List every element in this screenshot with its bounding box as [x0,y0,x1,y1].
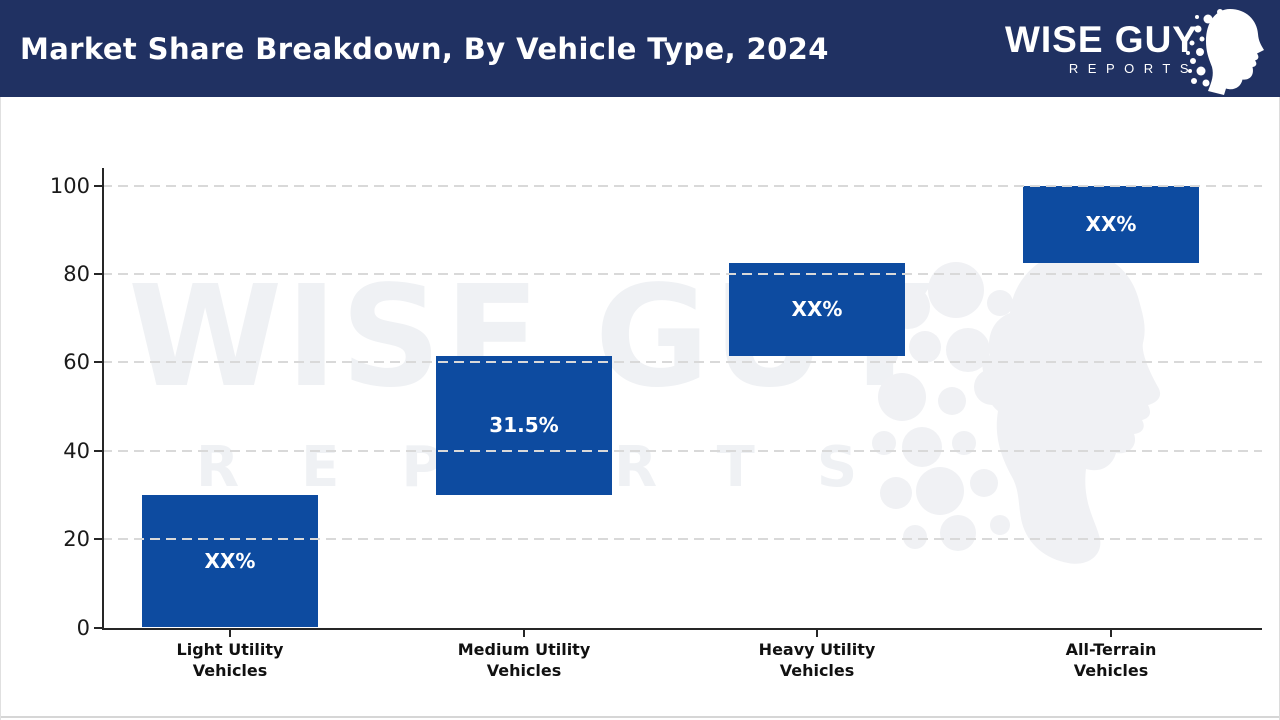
bar-light-utility-vehicles [142,494,318,628]
logo-head-icon [1186,8,1264,95]
page-title: Market Share Breakdown, By Vehicle Type,… [20,31,829,66]
y-tick-mark-20 [94,538,102,541]
gridline-60 [102,361,1262,364]
y-tick-mark-100 [94,184,102,187]
y-tick-label-20: 20 [63,527,90,552]
x-tick-mark-light-utility-vehicles [229,628,231,637]
y-tick-label-40: 40 [63,438,90,463]
gridline-40 [102,449,1262,452]
x-tick-mark-all-terrain-vehicles [1110,628,1112,637]
logo-subtitle: REPORTS [1068,61,1198,76]
gridline-20 [102,538,1262,541]
bar-value-label-light-utility-vehicles: XX% [204,549,256,574]
y-tick-mark-60 [94,361,102,364]
gridline-80 [102,273,1262,276]
bar-heavy-utility-vehicles [729,263,905,356]
watermark-head-graphic [872,251,1161,564]
x-tick-mark-heavy-utility-vehicles [816,628,818,637]
x-axis-line [102,627,1262,630]
gridline-100 [102,184,1262,187]
category-label-light-utility-vehicles: Light Utility Vehicles [176,640,284,680]
logo-text: WISE GUY REPORTS [1005,21,1198,76]
y-tick-mark-80 [94,273,102,276]
category-label-all-terrain-vehicles: All-Terrain Vehicles [1065,640,1157,680]
category-label-medium-utility-vehicles: Medium Utility Vehicles [457,640,591,680]
bar-value-label-medium-utility-vehicles: 31.5% [489,413,559,438]
y-tick-mark-0 [94,626,102,629]
y-tick-mark-40 [94,449,102,452]
logo-name: WISE GUY [1004,19,1198,60]
y-tick-label-0: 0 [76,615,90,640]
bottom-divider [0,716,1280,718]
category-label-heavy-utility-vehicles: Heavy Utility Vehicles [758,640,876,680]
y-tick-label-60: 60 [63,350,90,375]
y-tick-label-100: 100 [49,173,90,198]
bar-all-terrain-vehicles [1023,185,1199,263]
header-bar: Market Share Breakdown, By Vehicle Type,… [0,0,1280,97]
wise-guy-logo: WISE GUY REPORTS [1005,3,1270,95]
bar-value-label-heavy-utility-vehicles: XX% [791,297,843,322]
y-axis-line [102,168,104,630]
bar-value-label-all-terrain-vehicles: XX% [1085,212,1137,237]
y-tick-label-80: 80 [63,262,90,287]
x-tick-mark-medium-utility-vehicles [523,628,525,637]
bar-medium-utility-vehicles [436,355,612,495]
